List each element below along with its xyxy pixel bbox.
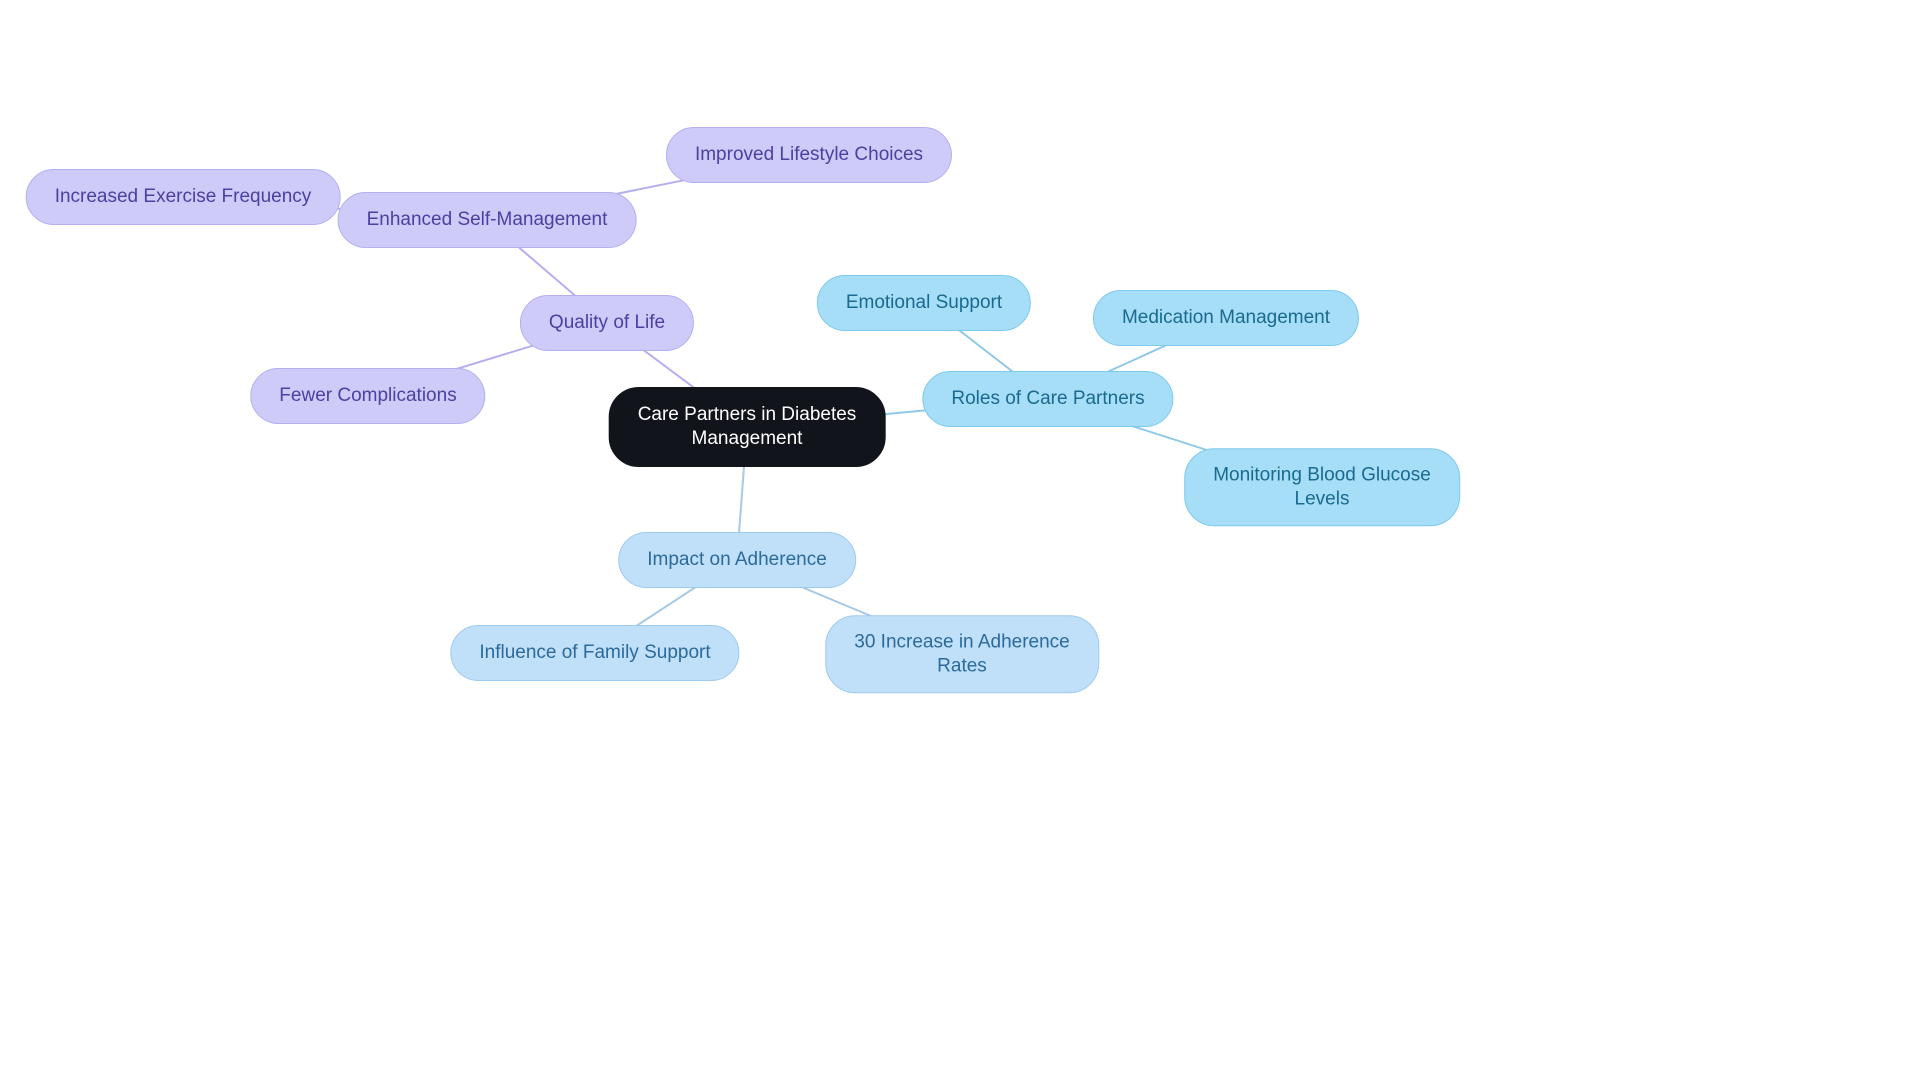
node-enhanced: Enhanced Self-Management bbox=[338, 192, 637, 248]
node-fewer: Fewer Complications bbox=[250, 368, 485, 424]
node-label: 30 Increase in Adherence Rates bbox=[854, 630, 1070, 678]
node-label: Improved Lifestyle Choices bbox=[695, 143, 923, 167]
node-label: Enhanced Self-Management bbox=[367, 208, 608, 232]
node-medication: Medication Management bbox=[1093, 290, 1359, 346]
diagram-canvas: Care Partners in Diabetes Management Role… bbox=[0, 0, 1920, 1083]
node-label: Medication Management bbox=[1122, 306, 1330, 330]
node-label: Impact on Adherence bbox=[647, 548, 827, 572]
node-label: Quality of Life bbox=[549, 311, 665, 335]
node-monitoring: Monitoring Blood Glucose Levels bbox=[1184, 448, 1460, 526]
node-label: Influence of Family Support bbox=[479, 641, 710, 665]
node-impact: Impact on Adherence bbox=[618, 532, 856, 588]
node-roles: Roles of Care Partners bbox=[922, 371, 1173, 427]
node-label: Roles of Care Partners bbox=[951, 387, 1144, 411]
node-emotional: Emotional Support bbox=[817, 275, 1031, 331]
node-label: Increased Exercise Frequency bbox=[55, 185, 312, 209]
node-label: Monitoring Blood Glucose Levels bbox=[1213, 463, 1431, 511]
node-label: Emotional Support bbox=[846, 291, 1002, 315]
node-thirty: 30 Increase in Adherence Rates bbox=[825, 615, 1099, 693]
node-lifestyle: Improved Lifestyle Choices bbox=[666, 127, 952, 183]
node-label: Fewer Complications bbox=[279, 384, 456, 408]
node-quality: Quality of Life bbox=[520, 295, 694, 351]
node-label: Care Partners in Diabetes Management bbox=[638, 403, 857, 451]
edges-layer bbox=[0, 0, 1920, 1083]
node-center: Care Partners in Diabetes Management bbox=[609, 387, 886, 467]
node-exercise: Increased Exercise Frequency bbox=[26, 169, 341, 225]
node-family: Influence of Family Support bbox=[450, 625, 739, 681]
